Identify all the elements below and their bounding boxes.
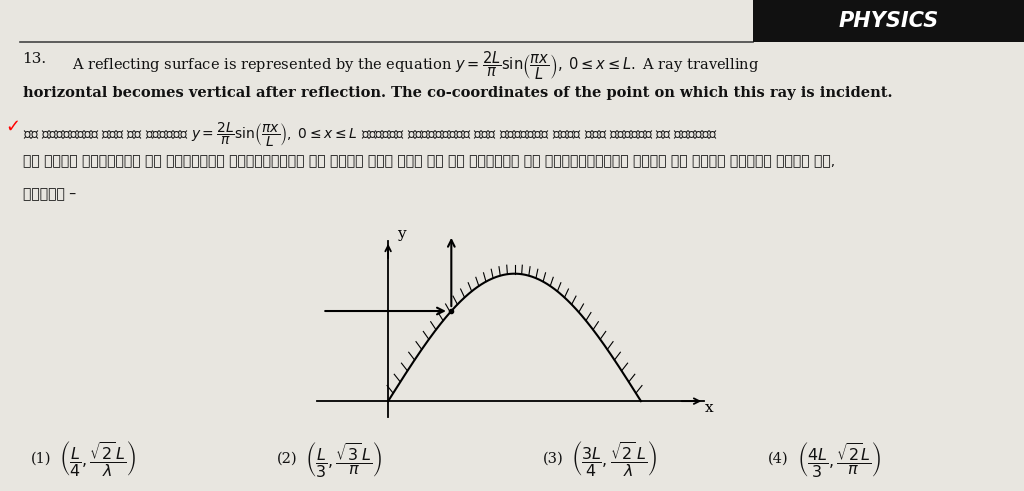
Text: की किरण परवर्तन के पश्चात् ऊर्ध्वाधर हो जाती है। सतह के उस बिन्दु के निर्देशांक : की किरण परवर्तन के पश्चात् ऊर्ध्वाधर हो …	[23, 155, 835, 169]
FancyBboxPatch shape	[753, 0, 1024, 42]
Text: x: x	[705, 401, 714, 415]
Text: $\left(\dfrac{L}{3},\dfrac{\sqrt{3}\,L}{\pi}\right)$: $\left(\dfrac{L}{3},\dfrac{\sqrt{3}\,L}{…	[305, 439, 383, 479]
Text: (2): (2)	[276, 452, 297, 466]
Text: y: y	[397, 227, 406, 241]
Text: A reflecting surface is represented by the equation $y = \dfrac{2L}{\pi}\sin\!\l: A reflecting surface is represented by t…	[72, 49, 759, 82]
Text: 13.: 13.	[23, 52, 47, 66]
Text: $\left(\dfrac{L}{4},\dfrac{\sqrt{2}\,L}{\lambda}\right)$: $\left(\dfrac{L}{4},\dfrac{\sqrt{2}\,L}{…	[59, 439, 137, 479]
Text: होंगे –: होंगे –	[23, 188, 76, 202]
Text: (3): (3)	[543, 452, 563, 466]
Text: $\left(\dfrac{4L}{3},\dfrac{\sqrt{2}L}{\pi}\right)$: $\left(\dfrac{4L}{3},\dfrac{\sqrt{2}L}{\…	[797, 439, 881, 479]
Text: PHYSICS: PHYSICS	[839, 11, 938, 31]
Text: horizontal becomes vertical after reflection. The co-coordinates of the point on: horizontal becomes vertical after reflec…	[23, 86, 892, 100]
Text: (1): (1)	[31, 452, 51, 466]
Text: ✓: ✓	[5, 118, 20, 136]
Text: (4): (4)	[768, 452, 788, 466]
Text: एक परावर्तन सतह की समीकरण $y = \dfrac{2L}{\pi}\sin\!\left(\dfrac{\pi x}{L}\right: एक परावर्तन सतह की समीकरण $y = \dfrac{2L…	[23, 120, 718, 149]
Text: $\left(\dfrac{3L}{4},\dfrac{\sqrt{2}\,L}{\lambda}\right)$: $\left(\dfrac{3L}{4},\dfrac{\sqrt{2}\,L}…	[571, 439, 657, 479]
